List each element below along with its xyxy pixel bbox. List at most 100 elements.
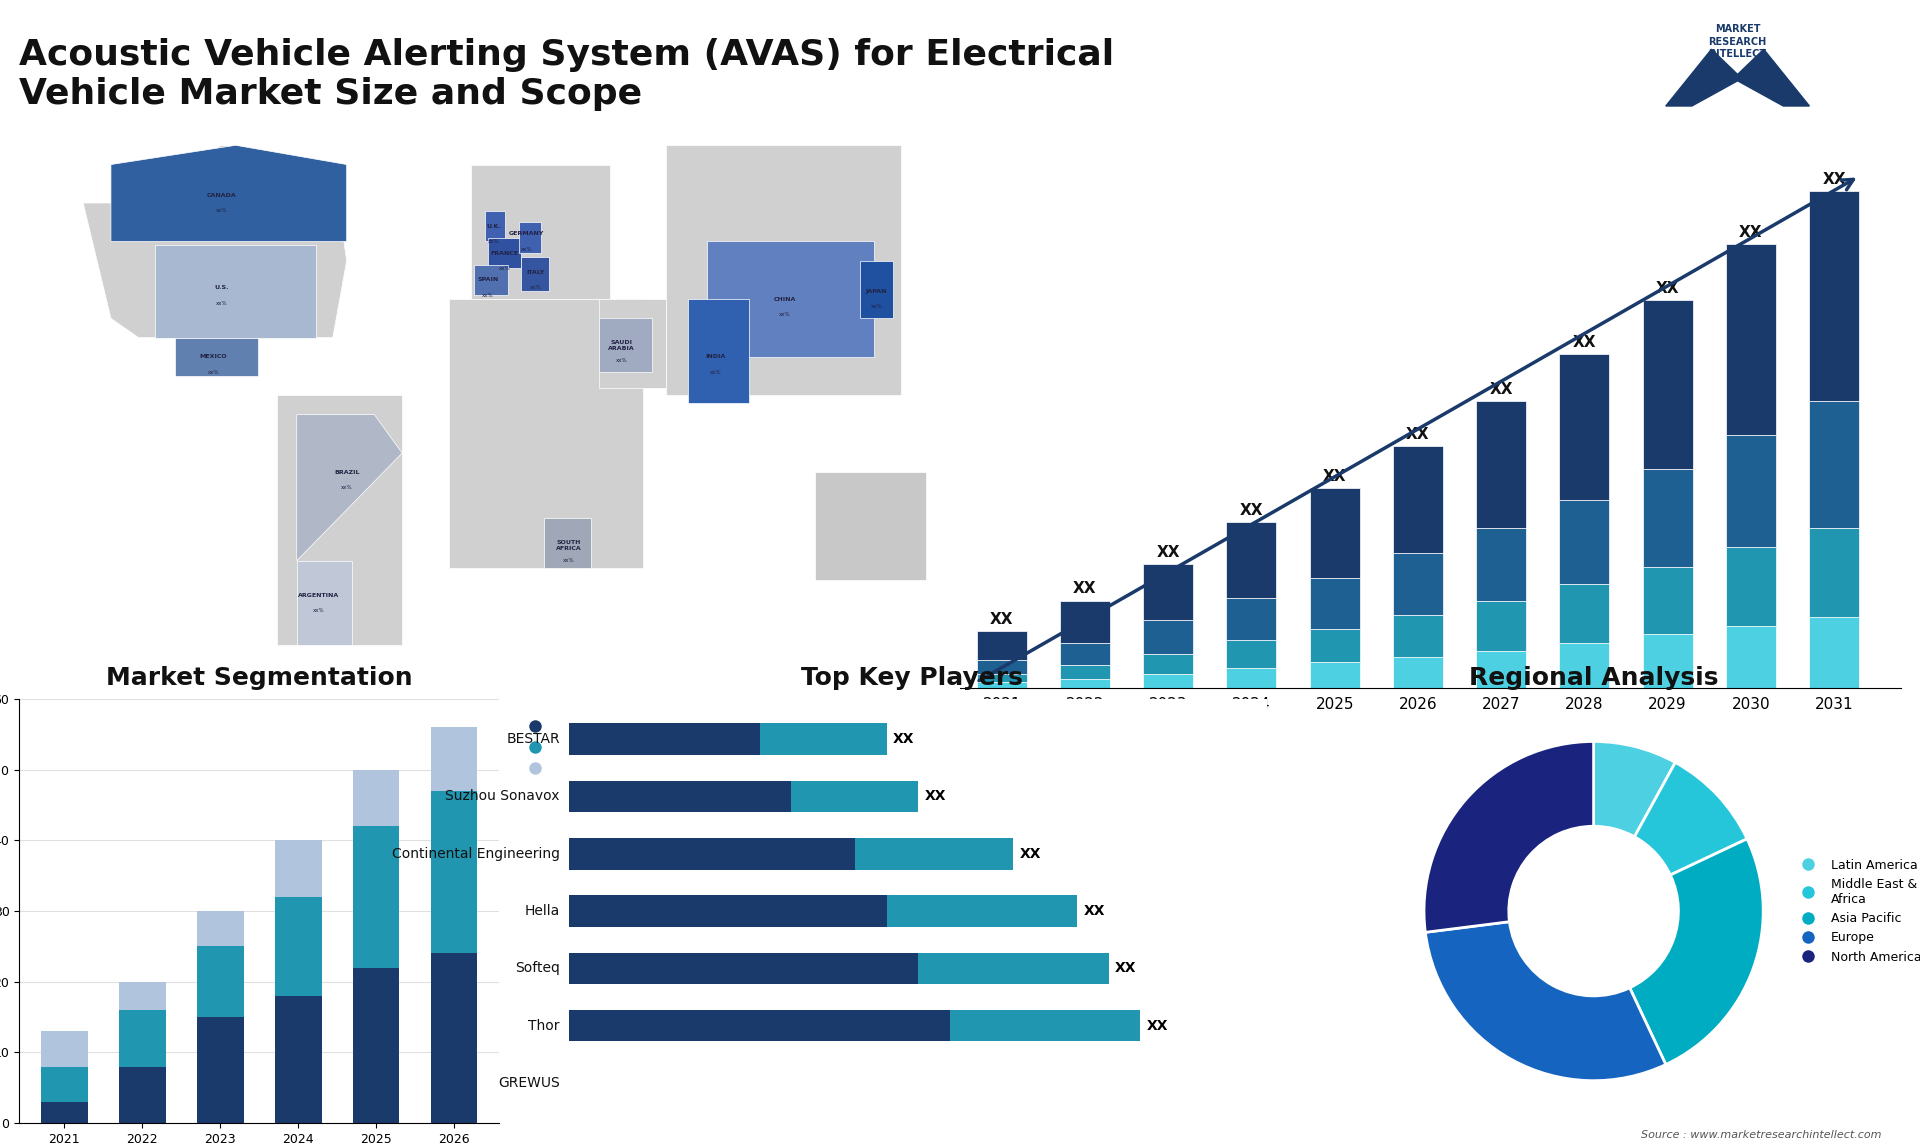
Text: FRANCE: FRANCE [492,251,518,256]
Text: xx%: xx% [217,300,228,306]
Text: xx%: xx% [616,359,628,363]
Title: Regional Analysis: Regional Analysis [1469,666,1718,690]
Bar [1142,654,1192,674]
Bar [1060,643,1110,665]
Bar [977,631,1027,660]
Text: Suzhou Sonavox: Suzhou Sonavox [445,790,561,803]
Bar [1392,657,1444,688]
Bar [275,840,321,897]
Text: xx%: xx% [870,305,881,309]
Bar [1227,639,1277,668]
Text: xx%: xx% [488,240,499,244]
Bar [1060,601,1110,643]
Bar [1142,620,1192,654]
Text: XX: XX [1020,847,1041,861]
Text: CHINA: CHINA [774,297,797,301]
Polygon shape [449,299,643,568]
Bar [791,780,918,813]
Bar [1726,548,1776,626]
Bar [1309,662,1359,688]
Text: XX: XX [1655,281,1680,296]
Text: xx%: xx% [520,246,532,252]
Text: xx%: xx% [780,312,791,317]
Wedge shape [1630,839,1763,1065]
Bar [1644,634,1693,688]
Bar [570,952,918,984]
Bar [977,682,1027,688]
Bar [570,1010,950,1042]
Text: xx%: xx% [499,266,511,270]
Text: XX: XX [1490,383,1513,398]
Bar [1142,564,1192,620]
Bar [1476,527,1526,601]
Text: XX: XX [1323,469,1346,485]
Bar [353,770,399,826]
Bar [1392,614,1444,657]
Text: xx%: xx% [217,209,228,213]
Polygon shape [83,146,348,338]
Bar [119,982,165,1010]
Legend: Latin America, Middle East &
Africa, Asia Pacific, Europe, North America: Latin America, Middle East & Africa, Asi… [1791,854,1920,968]
Polygon shape [707,242,874,356]
Bar [275,996,321,1123]
Text: xx%: xx% [313,609,324,613]
Polygon shape [599,299,666,387]
Polygon shape [298,560,351,645]
Text: SPAIN: SPAIN [478,277,499,282]
Bar [1809,618,1859,688]
Bar [1559,500,1609,583]
Text: xx%: xx% [342,485,353,490]
Bar [1227,523,1277,598]
Bar [1644,300,1693,469]
Text: XX: XX [1572,335,1596,350]
Bar [570,895,887,927]
Title: Market Segmentation: Market Segmentation [106,666,413,690]
Text: SAUDI
ARABIA: SAUDI ARABIA [609,340,636,351]
Text: Thor: Thor [528,1019,561,1033]
Text: BESTAR: BESTAR [507,732,561,746]
Polygon shape [486,211,505,242]
Polygon shape [156,245,317,338]
Polygon shape [472,165,611,299]
Bar [918,952,1108,984]
Text: XX: XX [1240,503,1263,518]
Text: MEXICO: MEXICO [200,354,227,360]
Text: xx%: xx% [207,370,219,375]
Bar [430,728,478,791]
Bar [1726,244,1776,435]
Bar [1227,598,1277,639]
Bar [760,723,887,755]
Text: XX: XX [1083,904,1104,918]
Bar [430,953,478,1123]
Bar [40,1031,88,1067]
Text: MARKET: MARKET [1715,24,1761,34]
Bar [1726,626,1776,688]
Polygon shape [666,146,900,395]
Text: XX: XX [1146,1019,1167,1033]
Bar [1476,401,1526,527]
Text: XX: XX [893,732,914,746]
Wedge shape [1634,762,1747,874]
Bar [275,897,321,996]
Text: xx%: xx% [710,370,722,375]
Bar [198,911,244,947]
Bar [1726,435,1776,548]
Polygon shape [111,146,348,242]
Polygon shape [474,265,507,296]
Text: XX: XX [1405,427,1430,442]
Bar [198,947,244,1018]
Bar [1809,191,1859,401]
Bar [570,838,854,870]
Text: Softeq: Softeq [515,961,561,975]
Text: XX: XX [991,612,1014,627]
Text: GERMANY: GERMANY [509,231,545,236]
Polygon shape [687,299,749,403]
Bar [1644,469,1693,567]
Text: U.S.: U.S. [215,285,228,290]
Bar [1142,674,1192,688]
Text: xx%: xx% [530,285,541,290]
Bar [40,1067,88,1102]
Text: CANADA: CANADA [207,193,236,198]
Text: JAPAN: JAPAN [866,289,887,295]
Polygon shape [298,415,401,560]
